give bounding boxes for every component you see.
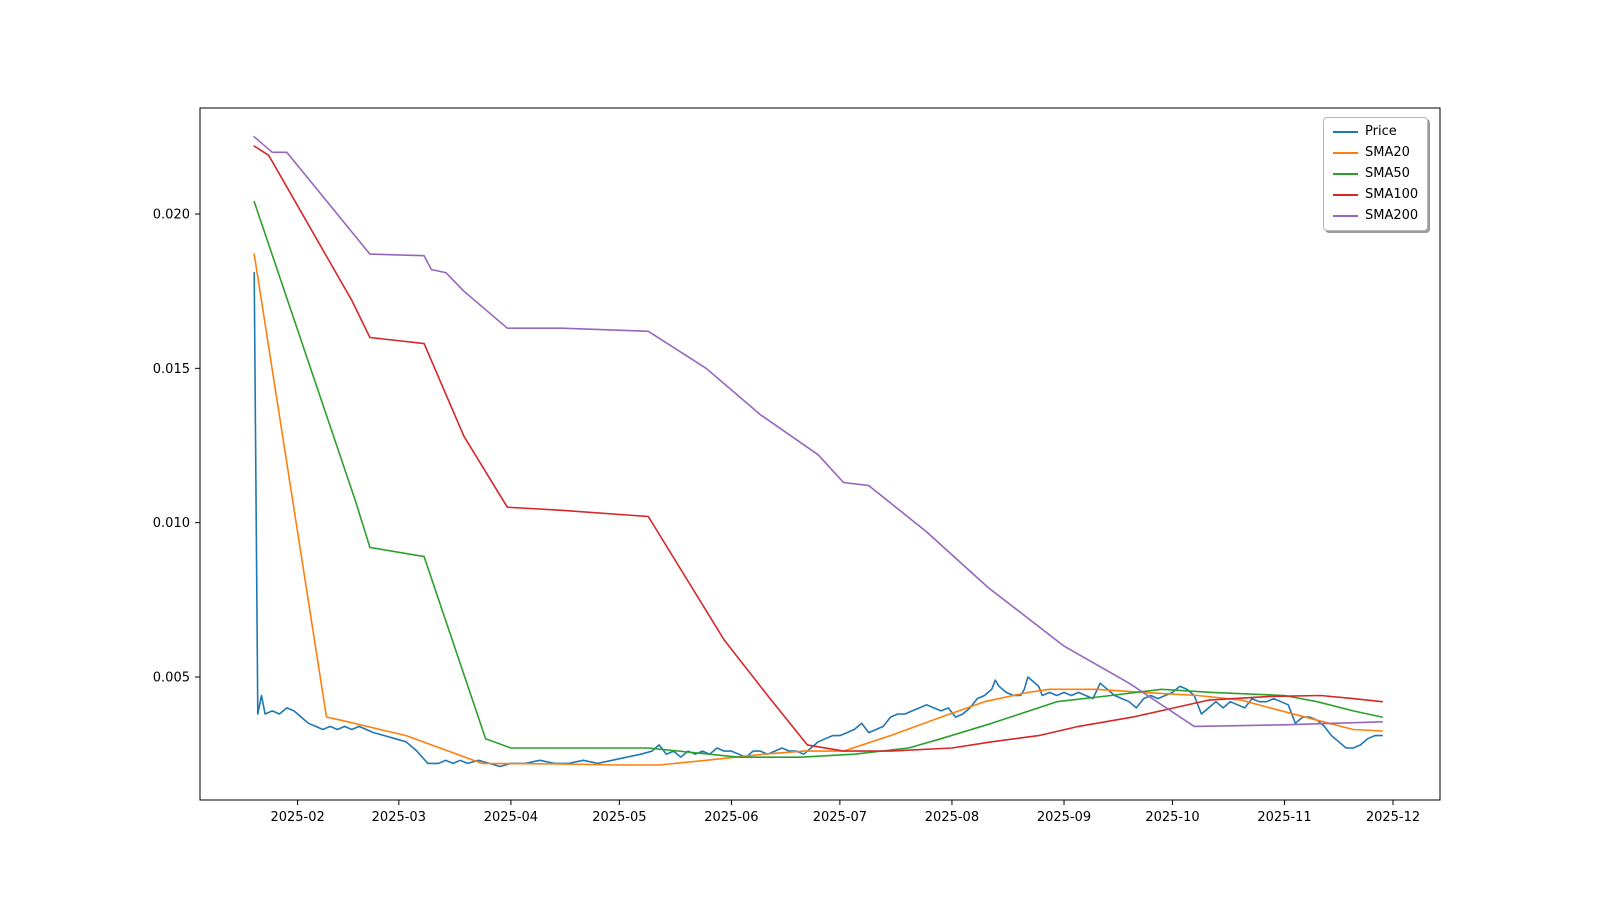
legend-entry-sma50: SMA50 — [1333, 167, 1418, 181]
x-tick-label: 2025-04 — [484, 810, 538, 825]
series-line-sma100 — [253, 145, 1383, 752]
legend-label: SMA100 — [1365, 187, 1419, 202]
legend-label: SMA200 — [1365, 208, 1419, 223]
legend: Price SMA20 SMA50 SMA100 SMA200 — [1323, 117, 1429, 231]
legend-label: SMA50 — [1365, 166, 1410, 181]
x-tick-label: 2025-03 — [372, 810, 426, 825]
x-tick-label: 2025-12 — [1366, 810, 1420, 825]
series-line-sma20 — [253, 253, 1383, 766]
series-line-price — [253, 271, 1383, 768]
x-tick-label: 2025-09 — [1037, 810, 1091, 825]
x-tick-label: 2025-10 — [1145, 810, 1199, 825]
y-tick-label: 0.010 — [153, 516, 190, 531]
series-line-sma200 — [253, 136, 1383, 728]
legend-label: Price — [1365, 124, 1397, 139]
plot-border — [199, 107, 1441, 801]
y-tick-label: 0.005 — [153, 670, 190, 685]
legend-entry-price: Price — [1333, 125, 1418, 139]
y-tick-label: 0.020 — [153, 207, 190, 222]
legend-line-swatch — [1333, 194, 1358, 196]
legend-line-swatch — [1333, 131, 1358, 133]
legend-line-swatch — [1333, 152, 1358, 154]
x-tick-label: 2025-11 — [1257, 810, 1311, 825]
x-tick-label: 2025-08 — [925, 810, 979, 825]
legend-entry-sma100: SMA100 — [1333, 188, 1418, 202]
x-tick-label: 2025-07 — [813, 810, 867, 825]
x-tick-label: 2025-02 — [270, 810, 324, 825]
y-tick-label: 0.015 — [153, 362, 190, 377]
legend-line-swatch — [1333, 215, 1358, 217]
x-tick-label: 2025-06 — [704, 810, 758, 825]
legend-label: SMA20 — [1365, 145, 1410, 160]
series-line-sma50 — [253, 200, 1383, 759]
x-tick-label: 2025-05 — [592, 810, 646, 825]
legend-entry-sma200: SMA200 — [1333, 209, 1418, 223]
legend-entry-sma20: SMA20 — [1333, 146, 1418, 160]
legend-line-swatch — [1333, 173, 1358, 175]
